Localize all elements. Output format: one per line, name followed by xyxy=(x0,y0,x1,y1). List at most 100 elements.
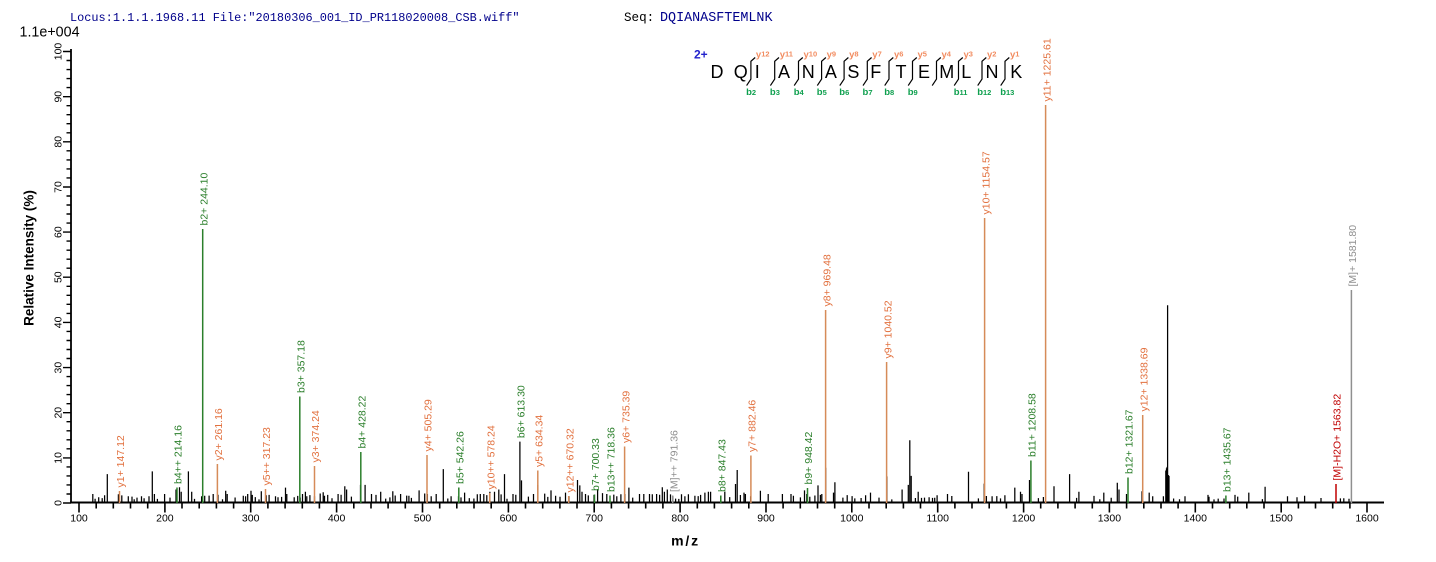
svg-text:1200: 1200 xyxy=(1012,513,1036,525)
svg-text:b13: b13 xyxy=(1000,87,1014,98)
svg-text:E: E xyxy=(918,62,930,82)
svg-text:1100: 1100 xyxy=(926,513,949,525)
svg-text:N: N xyxy=(986,62,999,82)
svg-text:b5: b5 xyxy=(817,87,827,98)
svg-text:y4: y4 xyxy=(942,50,952,61)
svg-text:500: 500 xyxy=(414,513,432,525)
svg-text:b11+ 1208.58: b11+ 1208.58 xyxy=(1027,393,1039,457)
svg-text:y8: y8 xyxy=(849,50,858,61)
svg-text:y9+ 1040.52: y9+ 1040.52 xyxy=(882,300,894,358)
svg-text:D: D xyxy=(711,62,724,82)
svg-text:T: T xyxy=(896,62,907,82)
svg-text:y5+ 634.34: y5+ 634.34 xyxy=(534,415,546,467)
svg-text:M: M xyxy=(939,62,954,82)
svg-text:1.1e+004: 1.1e+004 xyxy=(20,25,80,41)
svg-text:y10+ 1154.57: y10+ 1154.57 xyxy=(980,151,992,214)
svg-text:y8+ 969.48: y8+ 969.48 xyxy=(821,254,833,306)
svg-text:y6+ 735.39: y6+ 735.39 xyxy=(620,391,632,443)
svg-text:b2+ 244.10: b2+ 244.10 xyxy=(198,172,210,225)
svg-text:y7: y7 xyxy=(872,50,881,61)
svg-text:[M]++ 791.36: [M]++ 791.36 xyxy=(668,430,680,492)
svg-text:y9: y9 xyxy=(827,50,836,61)
svg-text:40: 40 xyxy=(53,316,65,328)
svg-text:b2: b2 xyxy=(746,87,756,98)
svg-text:b4++ 214.16: b4++ 214.16 xyxy=(173,425,185,484)
svg-text:y4+ 505.29: y4+ 505.29 xyxy=(423,399,435,451)
svg-text:m/z: m/z xyxy=(671,533,700,549)
svg-text:b7+ 700.33: b7+ 700.33 xyxy=(590,438,602,491)
svg-text:y2+ 261.16: y2+ 261.16 xyxy=(213,408,225,460)
svg-text:S: S xyxy=(847,62,859,82)
svg-text:300: 300 xyxy=(242,513,260,525)
svg-text:0: 0 xyxy=(53,500,65,506)
svg-text:900: 900 xyxy=(757,513,775,525)
svg-text:b3+ 357.18: b3+ 357.18 xyxy=(296,340,308,393)
svg-text:y12++ 670.32: y12++ 670.32 xyxy=(564,428,576,492)
svg-text:y5++ 317.23: y5++ 317.23 xyxy=(261,427,273,486)
svg-text:y1+ 147.12: y1+ 147.12 xyxy=(115,435,127,487)
svg-text:L: L xyxy=(961,62,971,82)
svg-text:b4: b4 xyxy=(794,87,805,98)
svg-text:800: 800 xyxy=(671,513,689,525)
svg-text:y7+ 882.46: y7+ 882.46 xyxy=(747,400,759,452)
svg-text:y3+ 374.24: y3+ 374.24 xyxy=(310,410,322,462)
svg-text:Q: Q xyxy=(734,62,748,82)
svg-text:A: A xyxy=(778,62,790,82)
svg-text:K: K xyxy=(1010,62,1022,82)
svg-text:20: 20 xyxy=(53,407,65,419)
svg-text:10: 10 xyxy=(53,452,65,464)
svg-text:N: N xyxy=(802,62,815,82)
svg-text:b8+ 847.43: b8+ 847.43 xyxy=(717,439,729,492)
svg-text:y12+ 1338.69: y12+ 1338.69 xyxy=(1138,347,1150,411)
svg-text:b13++ 718.36: b13++ 718.36 xyxy=(606,427,618,492)
svg-text:[M]-H2O+ 1563.82: [M]-H2O+ 1563.82 xyxy=(1332,394,1344,481)
svg-text:1500: 1500 xyxy=(1270,513,1294,525)
svg-text:70: 70 xyxy=(53,181,65,193)
svg-text:1000: 1000 xyxy=(840,513,864,525)
svg-text:y11+ 1225.61: y11+ 1225.61 xyxy=(1041,38,1053,101)
svg-text:Seq:: Seq: xyxy=(624,11,654,25)
svg-text:b12: b12 xyxy=(977,87,991,98)
svg-text:b4+ 428.22: b4+ 428.22 xyxy=(357,395,369,448)
svg-text:y11: y11 xyxy=(780,50,793,61)
svg-text:b3: b3 xyxy=(770,87,780,98)
svg-text:Locus:1.1.1.1968.11 File:"2018: Locus:1.1.1.1968.11 File:"20180306_001_I… xyxy=(70,11,520,25)
svg-text:1600: 1600 xyxy=(1355,513,1379,525)
svg-text:[M]+ 1581.80: [M]+ 1581.80 xyxy=(1347,225,1359,287)
svg-text:100: 100 xyxy=(53,43,65,61)
svg-text:y10: y10 xyxy=(804,50,818,61)
svg-text:b6+ 613.30: b6+ 613.30 xyxy=(516,385,528,438)
svg-text:y3: y3 xyxy=(964,50,973,61)
svg-text:DQIANASFTEMLNK: DQIANASFTEMLNK xyxy=(660,11,773,26)
svg-text:y6: y6 xyxy=(894,50,903,61)
svg-text:b9: b9 xyxy=(908,87,918,98)
svg-text:I: I xyxy=(755,62,760,82)
svg-text:2+: 2+ xyxy=(694,48,708,62)
svg-text:60: 60 xyxy=(53,226,65,238)
svg-text:30: 30 xyxy=(53,362,65,374)
svg-text:y2: y2 xyxy=(987,50,996,61)
svg-text:b11: b11 xyxy=(954,87,968,98)
svg-text:b7: b7 xyxy=(863,87,873,98)
svg-text:y10++ 578.24: y10++ 578.24 xyxy=(485,425,497,489)
svg-text:b12+ 1321.67: b12+ 1321.67 xyxy=(1124,409,1136,474)
svg-text:Relative Intensity (%): Relative Intensity (%) xyxy=(22,190,37,326)
svg-text:b5+ 542.26: b5+ 542.26 xyxy=(455,431,467,484)
svg-text:y12: y12 xyxy=(756,50,770,61)
svg-text:100: 100 xyxy=(70,513,88,525)
svg-text:700: 700 xyxy=(585,513,603,525)
svg-text:A: A xyxy=(825,62,837,82)
svg-text:90: 90 xyxy=(53,91,65,103)
svg-text:b6: b6 xyxy=(839,87,849,98)
svg-text:b13+ 1435.67: b13+ 1435.67 xyxy=(1222,427,1234,492)
svg-text:b8: b8 xyxy=(884,87,894,98)
svg-text:200: 200 xyxy=(156,513,174,525)
svg-text:y1: y1 xyxy=(1010,50,1019,61)
svg-text:400: 400 xyxy=(328,513,346,525)
svg-text:F: F xyxy=(870,62,881,82)
svg-text:1300: 1300 xyxy=(1098,513,1122,525)
svg-text:600: 600 xyxy=(500,513,518,525)
svg-text:80: 80 xyxy=(53,136,65,148)
svg-text:1400: 1400 xyxy=(1184,513,1208,525)
svg-text:50: 50 xyxy=(53,271,65,283)
